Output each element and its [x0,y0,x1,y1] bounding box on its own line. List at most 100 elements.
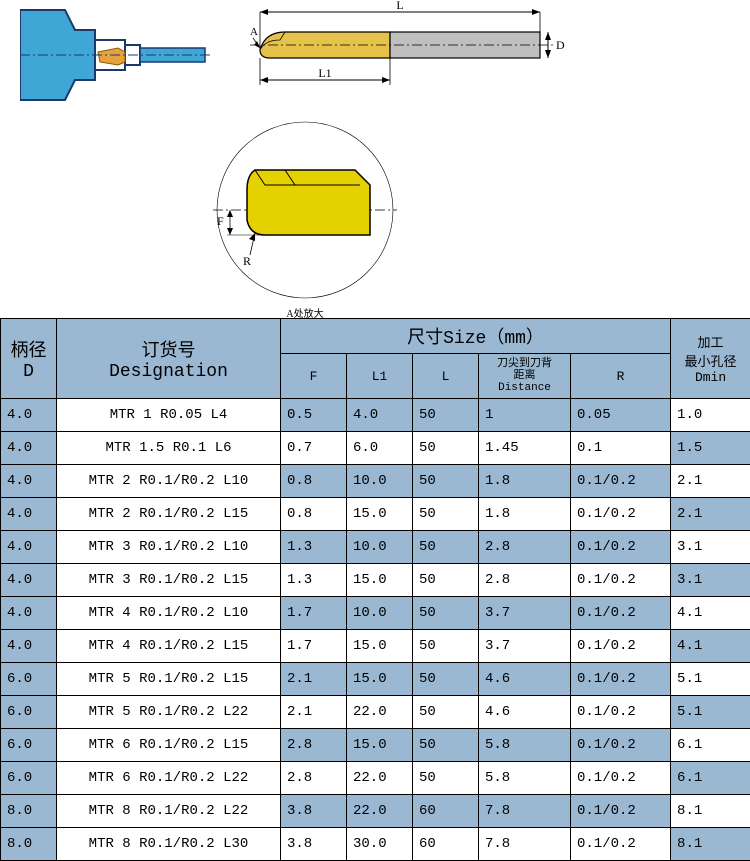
cell-l1: 22.0 [347,762,413,795]
cell-l: 50 [413,696,479,729]
hdr-desig-line2: Designation [63,362,274,382]
cell-dist: 5.8 [479,729,571,762]
cell-f: 0.5 [281,399,347,432]
cell-l1: 15.0 [347,564,413,597]
cell-r: 0.1/0.2 [571,828,671,861]
hdr-d-line2: D [7,362,50,382]
cell-dist: 7.8 [479,795,571,828]
cell-dmin: 3.1 [671,531,750,564]
cell-l1: 6.0 [347,432,413,465]
cell-l1: 10.0 [347,597,413,630]
hdr-d-line1: 柄径 [7,336,50,362]
cell-l1: 15.0 [347,663,413,696]
cell-r: 0.05 [571,399,671,432]
cell-r: 0.1/0.2 [571,498,671,531]
cell-desig: MTR 6 R0.1/R0.2 L22 [57,762,281,795]
cell-f: 2.1 [281,663,347,696]
cell-f: 2.8 [281,729,347,762]
cell-desig: MTR 1 R0.05 L4 [57,399,281,432]
hdr-dmin-line3: Dmin [677,370,744,385]
cell-l1: 22.0 [347,696,413,729]
table-row: 4.0MTR 1 R0.05 L40.54.05010.051.0 [1,399,750,432]
cell-l1: 30.0 [347,828,413,861]
cell-desig: MTR 4 R0.1/R0.2 L15 [57,630,281,663]
cell-desig: MTR 6 R0.1/R0.2 L15 [57,729,281,762]
cell-desig: MTR 5 R0.1/R0.2 L15 [57,663,281,696]
cell-l: 60 [413,795,479,828]
cell-l1: 15.0 [347,498,413,531]
cell-desig: MTR 8 R0.1/R0.2 L30 [57,828,281,861]
cell-desig: MTR 5 R0.1/R0.2 L22 [57,696,281,729]
cell-r: 0.1/0.2 [571,465,671,498]
tool-side-diagram: L D A L1 [240,0,570,110]
hdr-dist-line2: 距离 [485,370,564,382]
cell-d: 4.0 [1,597,57,630]
technical-diagram: L D A L1 F [0,0,750,318]
table-body: 4.0MTR 1 R0.05 L40.54.05010.051.04.0MTR … [1,399,750,861]
cell-f: 0.7 [281,432,347,465]
hdr-dist: 刀尖到刀背 距离 Distance [479,354,571,399]
table-row: 4.0MTR 3 R0.1/R0.2 L101.310.0502.80.1/0.… [1,531,750,564]
cell-desig: MTR 1.5 R0.1 L6 [57,432,281,465]
cell-dist: 2.8 [479,564,571,597]
table-row: 4.0MTR 2 R0.1/R0.2 L150.815.0501.80.1/0.… [1,498,750,531]
table-row: 4.0MTR 2 R0.1/R0.2 L100.810.0501.80.1/0.… [1,465,750,498]
cell-d: 4.0 [1,531,57,564]
hdr-l: L [413,354,479,399]
label-D: D [556,38,565,52]
cell-l: 50 [413,498,479,531]
cell-d: 4.0 [1,564,57,597]
cell-f: 3.8 [281,795,347,828]
cell-l: 50 [413,729,479,762]
cell-r: 0.1/0.2 [571,729,671,762]
cell-dmin: 2.1 [671,498,750,531]
table-row: 6.0MTR 6 R0.1/R0.2 L152.815.0505.80.1/0.… [1,729,750,762]
cell-desig: MTR 2 R0.1/R0.2 L15 [57,498,281,531]
cell-dmin: 2.1 [671,465,750,498]
cell-d: 8.0 [1,795,57,828]
cell-l1: 10.0 [347,465,413,498]
hdr-l1: L1 [347,354,413,399]
label-F: F [217,214,224,228]
cell-desig: MTR 4 R0.1/R0.2 L10 [57,597,281,630]
cell-d: 4.0 [1,630,57,663]
cell-r: 0.1/0.2 [571,762,671,795]
hdr-d: 柄径 D [1,319,57,399]
detail-caption: A处放大 [270,305,340,320]
hdr-size: 尺寸Size（mm） [281,319,671,354]
cell-l: 50 [413,432,479,465]
table-row: 8.0MTR 8 R0.1/R0.2 L223.822.0607.80.1/0.… [1,795,750,828]
table-row: 8.0MTR 8 R0.1/R0.2 L303.830.0607.80.1/0.… [1,828,750,861]
cell-desig: MTR 3 R0.1/R0.2 L15 [57,564,281,597]
cell-dist: 4.6 [479,663,571,696]
cell-l1: 15.0 [347,630,413,663]
cell-dmin: 8.1 [671,795,750,828]
cell-r: 0.1/0.2 [571,663,671,696]
cell-desig: MTR 3 R0.1/R0.2 L10 [57,531,281,564]
holder-diagram [20,0,210,110]
hdr-dmin: 加工 最小孔径 Dmin [671,319,750,399]
cell-dist: 1.8 [479,465,571,498]
cell-dist: 3.7 [479,630,571,663]
cell-f: 1.3 [281,564,347,597]
cell-r: 0.1/0.2 [571,564,671,597]
cell-l: 50 [413,597,479,630]
spec-table-wrap: 柄径 D 订货号 Designation 尺寸Size（mm） 加工 最小孔径 … [0,318,750,861]
cell-d: 8.0 [1,828,57,861]
hdr-dmin-line1: 加工 [677,332,744,351]
detail-circle-diagram: F R [205,115,405,315]
cell-d: 4.0 [1,432,57,465]
cell-l1: 10.0 [347,531,413,564]
cell-f: 1.7 [281,597,347,630]
cell-r: 0.1/0.2 [571,795,671,828]
cell-d: 6.0 [1,729,57,762]
hdr-dist-line3: Distance [485,382,564,394]
cell-d: 4.0 [1,498,57,531]
cell-f: 2.8 [281,762,347,795]
cell-d: 6.0 [1,663,57,696]
cell-dmin: 6.1 [671,762,750,795]
cell-d: 6.0 [1,762,57,795]
cell-r: 0.1/0.2 [571,597,671,630]
cell-r: 0.1 [571,432,671,465]
table-row: 4.0MTR 4 R0.1/R0.2 L101.710.0503.70.1/0.… [1,597,750,630]
